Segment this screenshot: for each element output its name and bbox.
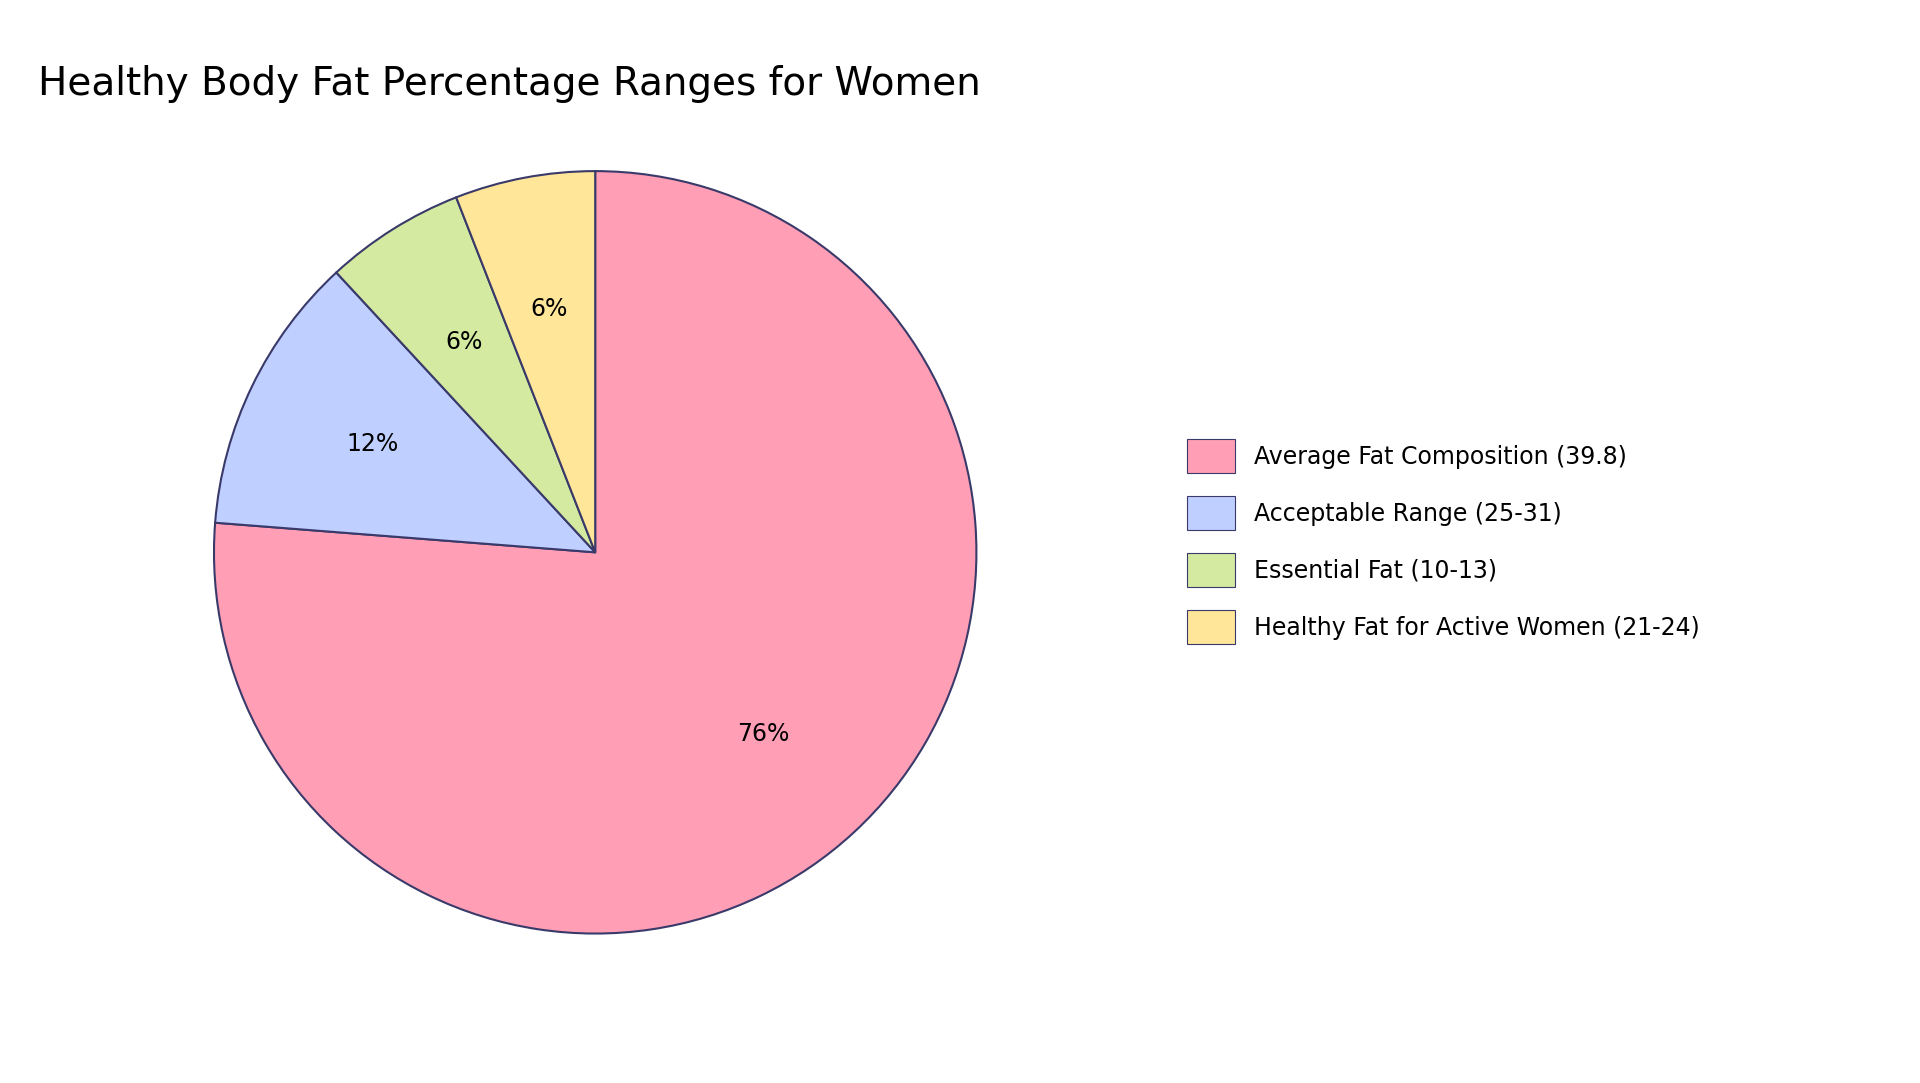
Wedge shape xyxy=(457,171,595,552)
Wedge shape xyxy=(336,197,595,552)
Text: Healthy Body Fat Percentage Ranges for Women: Healthy Body Fat Percentage Ranges for W… xyxy=(38,65,981,103)
Text: 12%: 12% xyxy=(346,432,397,456)
Text: 76%: 76% xyxy=(737,722,789,746)
Wedge shape xyxy=(213,171,977,934)
Legend: Average Fat Composition (39.8), Acceptable Range (25-31), Essential Fat (10-13),: Average Fat Composition (39.8), Acceptab… xyxy=(1164,416,1722,667)
Wedge shape xyxy=(215,273,595,552)
Text: 6%: 6% xyxy=(530,297,568,321)
Text: 6%: 6% xyxy=(445,330,482,354)
